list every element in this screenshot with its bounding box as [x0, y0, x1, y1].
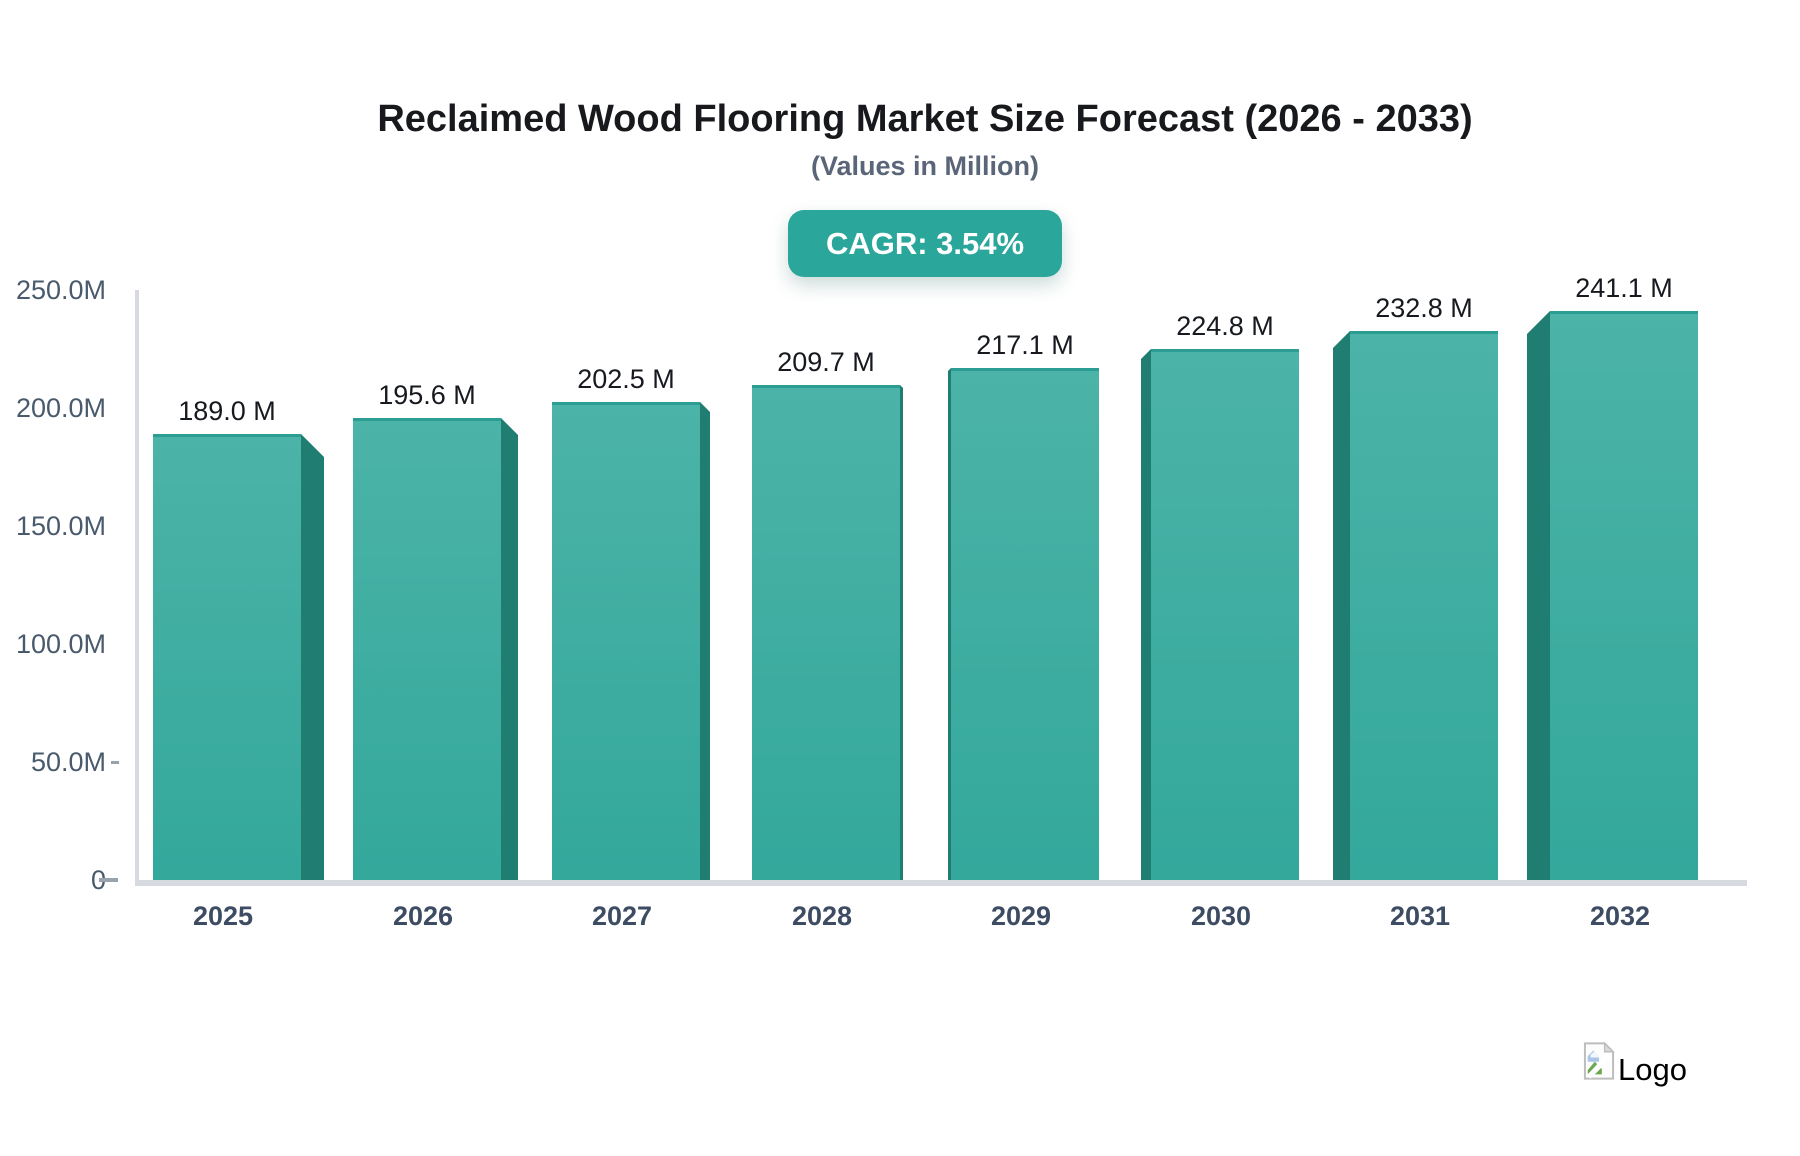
x-axis-labels: 2025 2026 2027 2028 2029 2030 2031 2032: [135, 900, 1743, 940]
bar-side-2026: [501, 418, 518, 880]
y-tick-label-0: 0: [0, 865, 106, 895]
bar-side-2032: [1527, 311, 1550, 880]
y-tick-label-150.0M: 150.0M: [15, 511, 106, 541]
bar-value-label-2027: 202.5 M: [577, 364, 675, 394]
logo-placeholder: Logo: [1582, 1040, 1782, 1100]
bar-value-label-2025: 189.0 M: [178, 396, 276, 426]
x-tick-label-2031: 2031: [1389, 901, 1451, 931]
tick-dash-0: [99, 878, 118, 882]
x-tick-label-2028: 2028: [791, 901, 853, 931]
bar-side-2025: [301, 434, 324, 880]
bar-2030: [1151, 349, 1299, 880]
y-tick-label-250.0M: 250.0M: [15, 275, 106, 305]
x-tick-label-2027: 2027: [591, 901, 653, 931]
cagr-badge: CAGR: 3.54%: [787, 210, 1063, 277]
chart-header: Reclaimed Wood Flooring Market Size Fore…: [125, 0, 1725, 277]
x-tick-label-2025: 2025: [192, 901, 254, 931]
bar-2026: [353, 418, 501, 880]
bar-value-label-2030: 224.8 M: [1176, 311, 1274, 341]
bar-side-2028: [900, 385, 903, 880]
bar-2027: [552, 402, 700, 880]
plot-area: 189.0 M 195.6 M 202.5 M 209.7 M 217.1 M 224.8…: [135, 273, 1747, 886]
chart-title: Reclaimed Wood Flooring Market Size Fore…: [377, 98, 1473, 140]
bar-2031: [1350, 331, 1498, 880]
y-tick-label-50.0M: 50.0M: [30, 747, 106, 777]
bar-side-2027: [700, 402, 710, 880]
bar-value-label-2032: 241.1 M: [1575, 273, 1673, 303]
bar-value-label-2028: 209.7 M: [777, 347, 875, 377]
x-tick-label-2026: 2026: [392, 901, 454, 931]
tick-dash-50m: [111, 761, 119, 764]
bar-side-2030: [1141, 349, 1151, 880]
y-tick-label-200.0M: 200.0M: [15, 393, 106, 423]
x-tick-label-2032: 2032: [1589, 901, 1651, 931]
bar-value-label-2031: 232.8 M: [1375, 293, 1473, 323]
broken-image-icon: [1583, 1042, 1615, 1080]
bar-2028: [752, 385, 900, 880]
x-tick-label-2029: 2029: [990, 901, 1052, 931]
x-tick-label-2030: 2030: [1190, 901, 1252, 931]
bar-side-2031: [1333, 331, 1350, 880]
bar-2025: [153, 434, 301, 880]
bar-value-label-2026: 195.6 M: [378, 380, 476, 410]
bar-2029: [951, 368, 1099, 880]
logo-alt-text: Logo: [1618, 1052, 1687, 1087]
chart-subtitle: (Values in Million): [810, 151, 1040, 181]
bar-2032: [1550, 311, 1698, 880]
bar-side-2029: [948, 368, 951, 880]
bar-value-label-2029: 217.1 M: [976, 330, 1074, 360]
y-tick-label-100.0M: 100.0M: [15, 629, 106, 659]
